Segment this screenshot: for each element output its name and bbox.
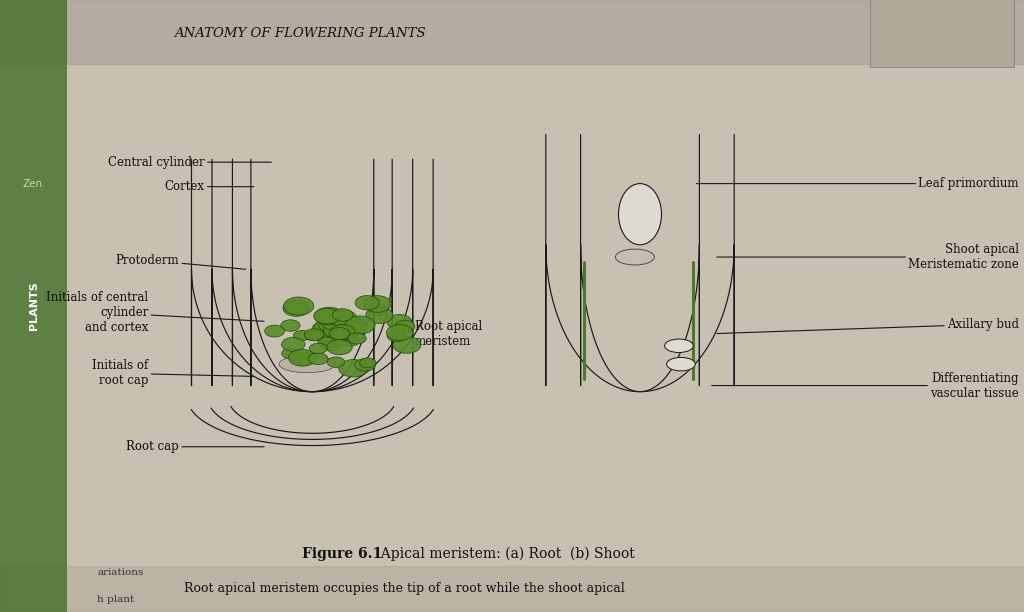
Circle shape xyxy=(345,319,367,332)
Circle shape xyxy=(344,321,367,335)
Text: PLANTS: PLANTS xyxy=(29,282,39,330)
Circle shape xyxy=(330,325,355,340)
Ellipse shape xyxy=(279,356,336,373)
Text: Root cap: Root cap xyxy=(126,440,264,453)
Circle shape xyxy=(314,319,343,335)
Circle shape xyxy=(359,358,376,368)
Circle shape xyxy=(282,348,299,359)
Ellipse shape xyxy=(667,357,695,371)
Text: h plant: h plant xyxy=(97,595,134,604)
Circle shape xyxy=(319,337,344,351)
Bar xyxy=(0,566,1024,612)
Text: Zen: Zen xyxy=(23,179,43,188)
Circle shape xyxy=(328,357,345,367)
Circle shape xyxy=(313,308,340,324)
Circle shape xyxy=(309,343,327,354)
Circle shape xyxy=(283,300,310,316)
Circle shape xyxy=(332,325,357,340)
Text: Cortex: Cortex xyxy=(165,180,254,193)
Circle shape xyxy=(340,316,364,330)
Circle shape xyxy=(284,297,313,315)
Circle shape xyxy=(387,315,412,329)
Circle shape xyxy=(324,325,347,339)
Circle shape xyxy=(325,332,342,343)
Circle shape xyxy=(348,333,367,344)
Ellipse shape xyxy=(665,339,693,353)
Circle shape xyxy=(395,320,415,332)
Circle shape xyxy=(282,337,305,351)
Circle shape xyxy=(334,326,354,338)
Text: ariations: ariations xyxy=(97,568,143,577)
Circle shape xyxy=(325,331,343,343)
Circle shape xyxy=(334,324,354,337)
Circle shape xyxy=(322,314,348,330)
Text: Central cylinder: Central cylinder xyxy=(109,155,271,169)
Circle shape xyxy=(264,325,285,337)
Circle shape xyxy=(314,307,344,325)
Text: Protoderm: Protoderm xyxy=(116,253,246,269)
Text: Initials of central
cylinder
and cortex: Initials of central cylinder and cortex xyxy=(46,291,264,334)
Circle shape xyxy=(355,296,379,310)
Circle shape xyxy=(289,349,316,366)
Text: Figure 6.1: Figure 6.1 xyxy=(302,547,382,561)
Text: Root apical
meristem: Root apical meristem xyxy=(415,319,482,348)
Circle shape xyxy=(333,308,353,321)
Circle shape xyxy=(339,360,368,377)
Circle shape xyxy=(328,323,354,338)
Bar xyxy=(0,0,67,612)
Circle shape xyxy=(317,337,335,348)
Circle shape xyxy=(364,296,391,312)
Text: Apical meristem: (a) Root  (b) Shoot: Apical meristem: (a) Root (b) Shoot xyxy=(372,547,635,561)
Ellipse shape xyxy=(615,249,654,265)
Circle shape xyxy=(294,330,310,341)
Text: Shoot apical
Meristematic zone: Shoot apical Meristematic zone xyxy=(717,243,1019,271)
Circle shape xyxy=(315,326,346,345)
Text: Axillary bud: Axillary bud xyxy=(717,318,1019,334)
Circle shape xyxy=(366,307,393,324)
Text: Initials of
root cap: Initials of root cap xyxy=(92,359,254,387)
Circle shape xyxy=(318,318,343,332)
Circle shape xyxy=(304,329,324,340)
Text: Root apical meristem occupies the tip of a root while the shoot apical: Root apical meristem occupies the tip of… xyxy=(184,582,625,595)
Circle shape xyxy=(341,335,359,346)
Circle shape xyxy=(387,330,407,341)
Circle shape xyxy=(327,340,352,355)
Ellipse shape xyxy=(618,184,662,245)
Circle shape xyxy=(292,352,314,366)
Circle shape xyxy=(330,327,349,340)
Circle shape xyxy=(328,325,357,343)
Circle shape xyxy=(354,359,376,371)
Circle shape xyxy=(324,321,352,339)
Text: ANATOMY OF FLOWERING PLANTS: ANATOMY OF FLOWERING PLANTS xyxy=(174,27,426,40)
Circle shape xyxy=(345,316,375,334)
Circle shape xyxy=(393,337,421,353)
Circle shape xyxy=(305,331,322,341)
Text: 85: 85 xyxy=(929,23,955,42)
Circle shape xyxy=(308,353,328,365)
Text: Differentiating
vascular tissue: Differentiating vascular tissue xyxy=(712,371,1019,400)
Circle shape xyxy=(312,321,337,337)
FancyBboxPatch shape xyxy=(870,0,1014,67)
Text: Leaf primordium: Leaf primordium xyxy=(696,177,1019,190)
Bar xyxy=(0,0,1024,64)
Circle shape xyxy=(281,320,300,331)
Circle shape xyxy=(370,305,387,316)
Circle shape xyxy=(330,310,356,326)
Circle shape xyxy=(386,324,413,340)
